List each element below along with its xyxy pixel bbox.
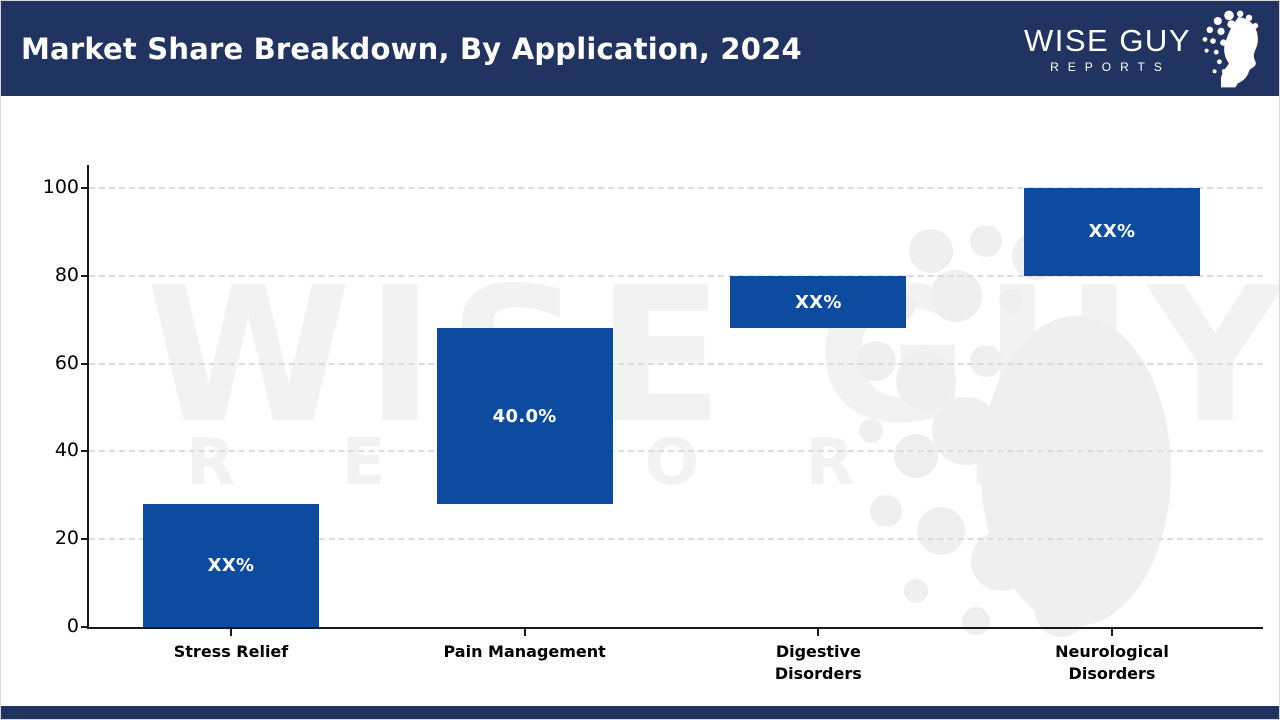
bar-value-label: 40.0% xyxy=(492,405,557,427)
chart-title: Market Share Breakdown, By Application, … xyxy=(21,31,802,66)
y-tick-mark xyxy=(81,450,89,453)
x-tick-mark xyxy=(1111,629,1113,636)
y-tick-mark xyxy=(81,187,89,189)
y-tick-mark xyxy=(81,274,89,277)
gridline-100 xyxy=(89,187,1263,189)
x-category-label: Stress Relief xyxy=(173,642,289,661)
y-axis-line xyxy=(87,165,89,629)
header-bar: Market Share Breakdown, By Application, … xyxy=(1,1,1279,96)
x-category-label: Digestive Disorders xyxy=(774,642,862,683)
logo-text: WISE GUY REPORTS xyxy=(1024,25,1191,73)
logo-subtitle: REPORTS xyxy=(1050,59,1171,74)
y-tick-label: 20 xyxy=(54,527,79,550)
x-category-label: Neurological Disorders xyxy=(1055,642,1169,683)
x-tick-mark xyxy=(817,629,820,636)
x-tick-mark xyxy=(230,629,232,636)
y-tick-mark xyxy=(81,538,89,541)
gridline-80 xyxy=(89,274,1263,277)
y-tick-label: 40 xyxy=(54,439,79,462)
y-tick-label: 0 xyxy=(66,615,79,637)
y-tick-label: 60 xyxy=(54,351,79,374)
bar-value-label: XX% xyxy=(794,291,842,313)
gridline-20 xyxy=(89,538,1263,541)
bar-value-label: XX% xyxy=(1088,221,1136,243)
bar-pain-management: 40.0% xyxy=(436,328,613,505)
bar-neurological-disorders: XX% xyxy=(1024,188,1200,276)
bar-digestive-disorders: XX% xyxy=(730,275,907,329)
x-category-label: Pain Management xyxy=(443,642,606,661)
footer-bar xyxy=(1,706,1279,719)
gridline-40 xyxy=(89,450,1263,453)
x-axis-line xyxy=(87,627,1263,629)
gridline-60 xyxy=(89,362,1263,365)
logo-wordmark: WISE GUY xyxy=(1023,22,1191,58)
wise-guy-logo: WISE GUY REPORTS xyxy=(1024,9,1261,89)
bar-value-label: XX% xyxy=(207,555,255,577)
y-tick-mark xyxy=(81,362,89,365)
y-tick-mark xyxy=(81,626,89,628)
logo-head-icon xyxy=(1202,10,1259,87)
x-tick-mark xyxy=(523,629,526,636)
y-tick-label: 80 xyxy=(54,263,79,286)
bar-stress-relief: XX% xyxy=(143,504,319,627)
y-tick-label: 100 xyxy=(42,176,79,198)
